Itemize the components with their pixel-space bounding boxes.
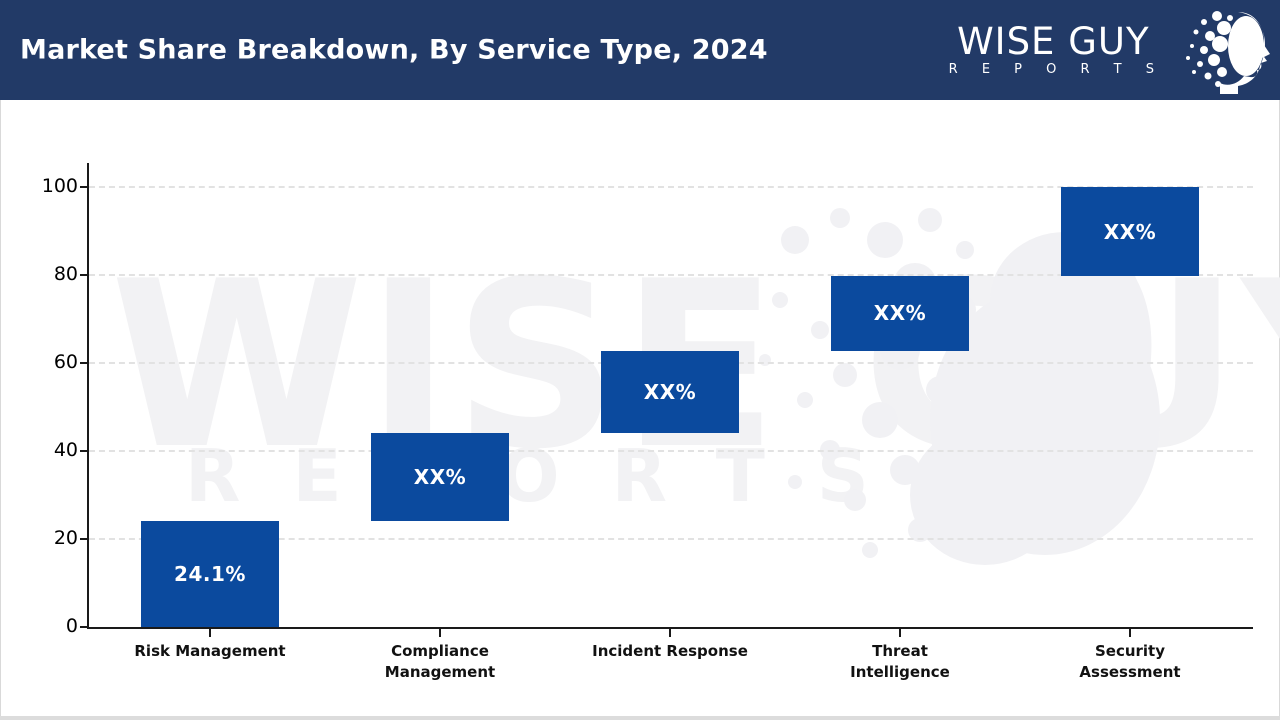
y-tick-label: 20	[53, 527, 78, 549]
bar-value-label: XX%	[643, 379, 697, 404]
y-tick-mark	[80, 362, 89, 364]
x-tick-mark	[899, 629, 901, 637]
x-tick-mark	[439, 629, 441, 637]
watermark-reports-text: REPORTS	[185, 434, 921, 518]
x-tick-mark	[209, 629, 211, 637]
waterfall-chart: 0 20 40 60 80 100 24.1% Risk Management XX% Compl…	[0, 100, 1280, 720]
bar-segment: XX%	[1061, 187, 1199, 277]
wiseguy-logo: WISE GUY R E P O R T S	[943, 6, 1272, 94]
bar-value-label: XX%	[413, 464, 467, 489]
wiseguy-logo-text: WISE GUY R E P O R T S	[943, 22, 1164, 78]
y-tick-label: 80	[53, 263, 78, 285]
y-gridline	[89, 538, 1253, 540]
y-tick-mark	[80, 626, 89, 628]
y-tick-mark	[80, 538, 89, 540]
x-axis-line	[87, 627, 1253, 629]
y-tick-mark	[80, 274, 89, 276]
bottom-border	[0, 716, 1280, 720]
header-bar: Market Share Breakdown, By Service Type,…	[0, 0, 1280, 100]
bar-segment: XX%	[831, 276, 969, 351]
x-category-label: Security Assessment	[1079, 642, 1181, 681]
y-axis-line	[87, 163, 89, 629]
bar-segment: 24.1%	[141, 520, 279, 627]
x-category-label: Threat Intelligence	[850, 642, 950, 681]
x-tick-mark	[1129, 629, 1131, 637]
bar-value-label: XX%	[1103, 219, 1157, 244]
wiseguy-logo-line2: R E P O R T S	[948, 62, 1164, 77]
x-category-label: Compliance Management	[384, 642, 496, 681]
x-category-label: Incident Response	[592, 642, 748, 660]
x-tick-mark	[669, 629, 671, 637]
y-tick-mark	[80, 450, 89, 452]
wiseguy-face-icon	[1186, 11, 1270, 94]
bar-segment: XX%	[371, 432, 509, 521]
y-gridline	[89, 450, 1253, 452]
bar-value-label: 24.1%	[174, 561, 246, 586]
y-tick-label: 0	[65, 615, 78, 637]
y-tick-label: 40	[53, 439, 78, 461]
wiseguy-logo-line1: WISE GUY	[957, 20, 1150, 63]
y-gridline	[89, 274, 1253, 276]
bar-value-label: XX%	[873, 301, 927, 326]
y-tick-label: 100	[41, 175, 78, 197]
bar-segment: XX%	[601, 350, 739, 433]
x-category-label: Risk Management	[134, 642, 286, 660]
y-tick-label: 60	[53, 351, 78, 373]
y-tick-mark	[80, 186, 89, 188]
y-gridline	[89, 186, 1253, 188]
page-title: Market Share Breakdown, By Service Type,…	[20, 34, 768, 66]
